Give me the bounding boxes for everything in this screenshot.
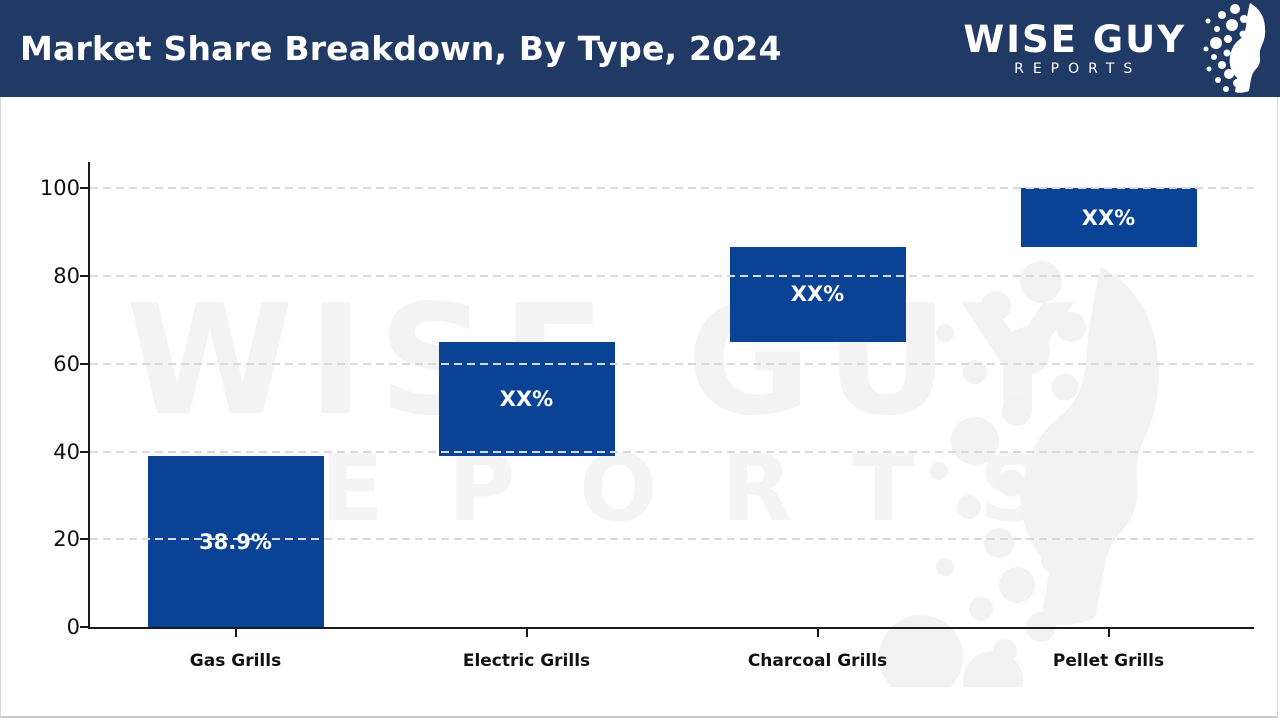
y-tick-label: 80 [53, 264, 80, 289]
y-tick-label: 60 [53, 351, 80, 376]
y-tick-label: 100 [39, 176, 80, 201]
logo-face-icon [1203, 3, 1266, 93]
header-bar: Market Share Breakdown, By Type, 2024 WI… [0, 0, 1280, 97]
x-tick-mark [1107, 629, 1110, 637]
gridline [90, 362, 1254, 365]
x-category-label: Pellet Grills [1052, 651, 1165, 671]
y-tick-label: 40 [53, 439, 80, 464]
bar-value-label: XX% [499, 387, 554, 412]
gridline [90, 538, 1254, 541]
chart-title: Market Share Breakdown, By Type, 2024 [20, 29, 782, 68]
bar-pellet-grills [1020, 188, 1197, 248]
logo-subtitle: REPORTS [1014, 60, 1142, 77]
bar-charcoal-grills [729, 247, 906, 342]
x-tick-mark [816, 629, 819, 637]
bar-value-label: XX% [1081, 205, 1136, 230]
x-category-label: Electric Grills [462, 651, 591, 671]
x-category-label: Gas Grills [189, 651, 282, 671]
y-tick-mark [80, 626, 88, 628]
y-tick-label: 0 [66, 615, 80, 639]
x-axis-line [88, 627, 1254, 629]
bar-electric-grills [438, 341, 615, 457]
logo-wordmark: WISE GUY [963, 17, 1186, 61]
y-tick-mark [80, 538, 88, 541]
bar-gas-grills [147, 456, 324, 627]
wise-guy-reports-logo: WISE GUY REPORTS [963, 0, 1272, 97]
gridline [90, 275, 1254, 278]
y-axis-line [88, 162, 90, 629]
bar-value-label: XX% [790, 282, 845, 307]
x-category-label: Charcoal Grills [747, 651, 888, 671]
plot-area: 0 20 40 60 80 100 38.9% Gas Grills XX% Electric G… [40, 162, 1254, 671]
bar-value-label: 38.9% [199, 529, 272, 554]
chart-canvas: WISE GUY REPORTS 0 20 40 60 80 100 [0, 97, 1278, 718]
y-tick-label: 20 [53, 527, 80, 552]
gridline [90, 450, 1254, 453]
y-tick-mark [80, 187, 88, 190]
x-tick-mark [234, 629, 237, 637]
gridline [90, 187, 1254, 190]
y-tick-mark [80, 450, 88, 453]
y-tick-mark [80, 275, 88, 278]
x-tick-mark [525, 629, 528, 637]
y-tick-mark [80, 362, 88, 365]
